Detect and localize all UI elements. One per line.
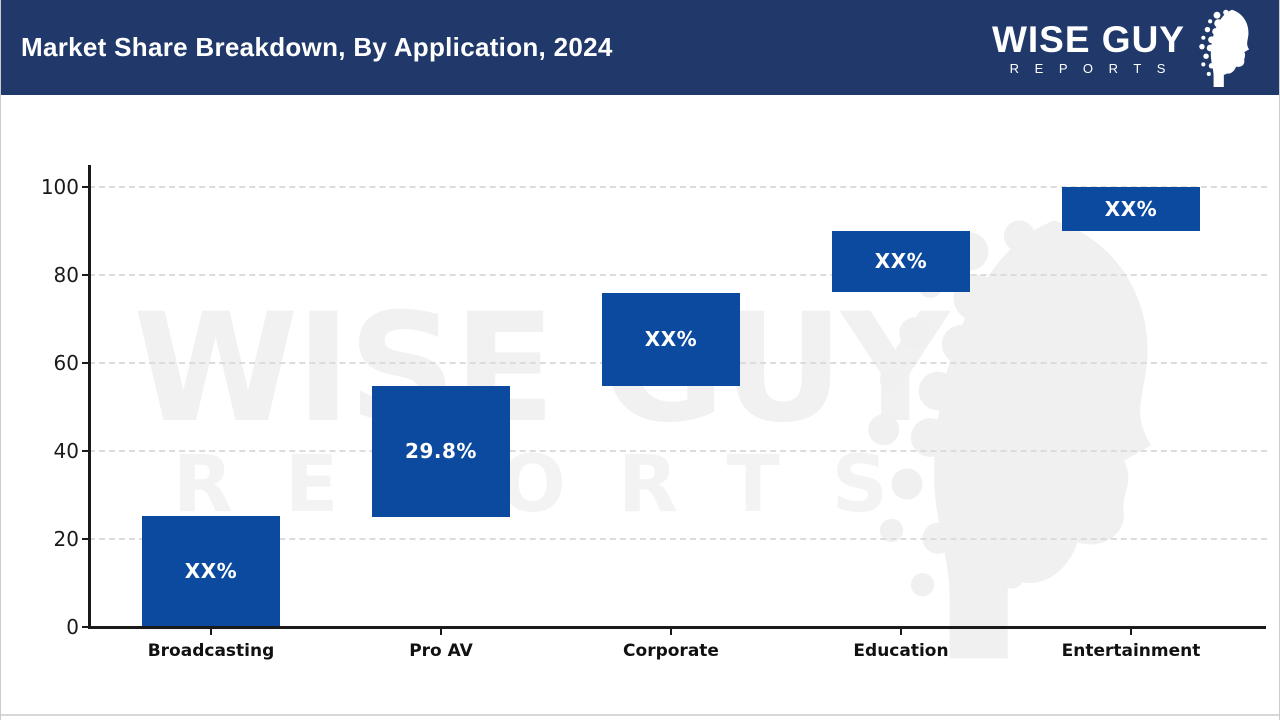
page-title: Market Share Breakdown, By Application, … (21, 32, 613, 62)
bar-corporate: XX% (602, 292, 740, 386)
bar-value-label: XX% (184, 559, 238, 584)
logo-subtitle: R E P O R T S (1009, 60, 1172, 76)
y-axis-tick-20 (82, 537, 89, 540)
gridline-40 (89, 449, 1267, 452)
gridline-20 (89, 537, 1267, 540)
bottom-divider (1, 714, 1279, 716)
x-axis-label-3: Education (853, 641, 949, 661)
x-axis-label-4: Entertainment (1061, 641, 1201, 661)
x-axis-label-0: Broadcasting (147, 641, 275, 661)
bar-broadcasting: XX% (142, 515, 280, 627)
x-axis-tick-4 (1130, 628, 1132, 635)
bar-value-label: XX% (644, 327, 698, 352)
x-axis-tick-3 (900, 628, 902, 635)
bar-value-label: XX% (1104, 196, 1158, 221)
x-axis-label-2: Corporate (623, 641, 719, 661)
bar-value-label: 29.8% (405, 439, 477, 464)
y-axis-tick-80 (82, 273, 89, 276)
watermark-subtitle: REPORTS (173, 440, 940, 530)
y-axis-label-100: 100 (40, 174, 79, 199)
y-axis-line (88, 165, 91, 627)
x-axis-tick-0 (210, 628, 212, 635)
bar-pro-av: 29.8% (372, 385, 510, 517)
gridline-80 (89, 273, 1267, 276)
y-axis-tick-0 (82, 626, 89, 628)
y-axis-tick-40 (82, 449, 89, 452)
y-axis-label-80: 80 (53, 262, 79, 287)
header-bar: Market Share Breakdown, By Application, … (1, 0, 1279, 95)
y-axis-label-20: 20 (53, 526, 79, 551)
y-axis-label-60: 60 (53, 350, 79, 375)
y-axis-tick-60 (82, 361, 89, 364)
bar-education: XX% (832, 230, 970, 292)
x-axis-line (88, 626, 1266, 629)
x-axis-tick-2 (670, 628, 672, 635)
watermark-wordmark: WISE GUY (133, 282, 950, 456)
logo-face-icon (1181, 7, 1253, 89)
gridline-100 (89, 185, 1267, 188)
logo-wordmark: WISE GUY (991, 18, 1185, 60)
y-axis-label-0: 0 (66, 615, 79, 639)
y-axis-label-40: 40 (53, 438, 79, 463)
bar-value-label: XX% (874, 249, 928, 274)
y-axis-tick-100 (82, 185, 89, 188)
wise-guy-reports-logo: WISE GUY R E P O R T S (992, 7, 1253, 89)
bar-entertainment: XX% (1062, 186, 1200, 231)
x-axis-tick-1 (440, 628, 442, 635)
x-axis-label-1: Pro AV (409, 641, 473, 661)
